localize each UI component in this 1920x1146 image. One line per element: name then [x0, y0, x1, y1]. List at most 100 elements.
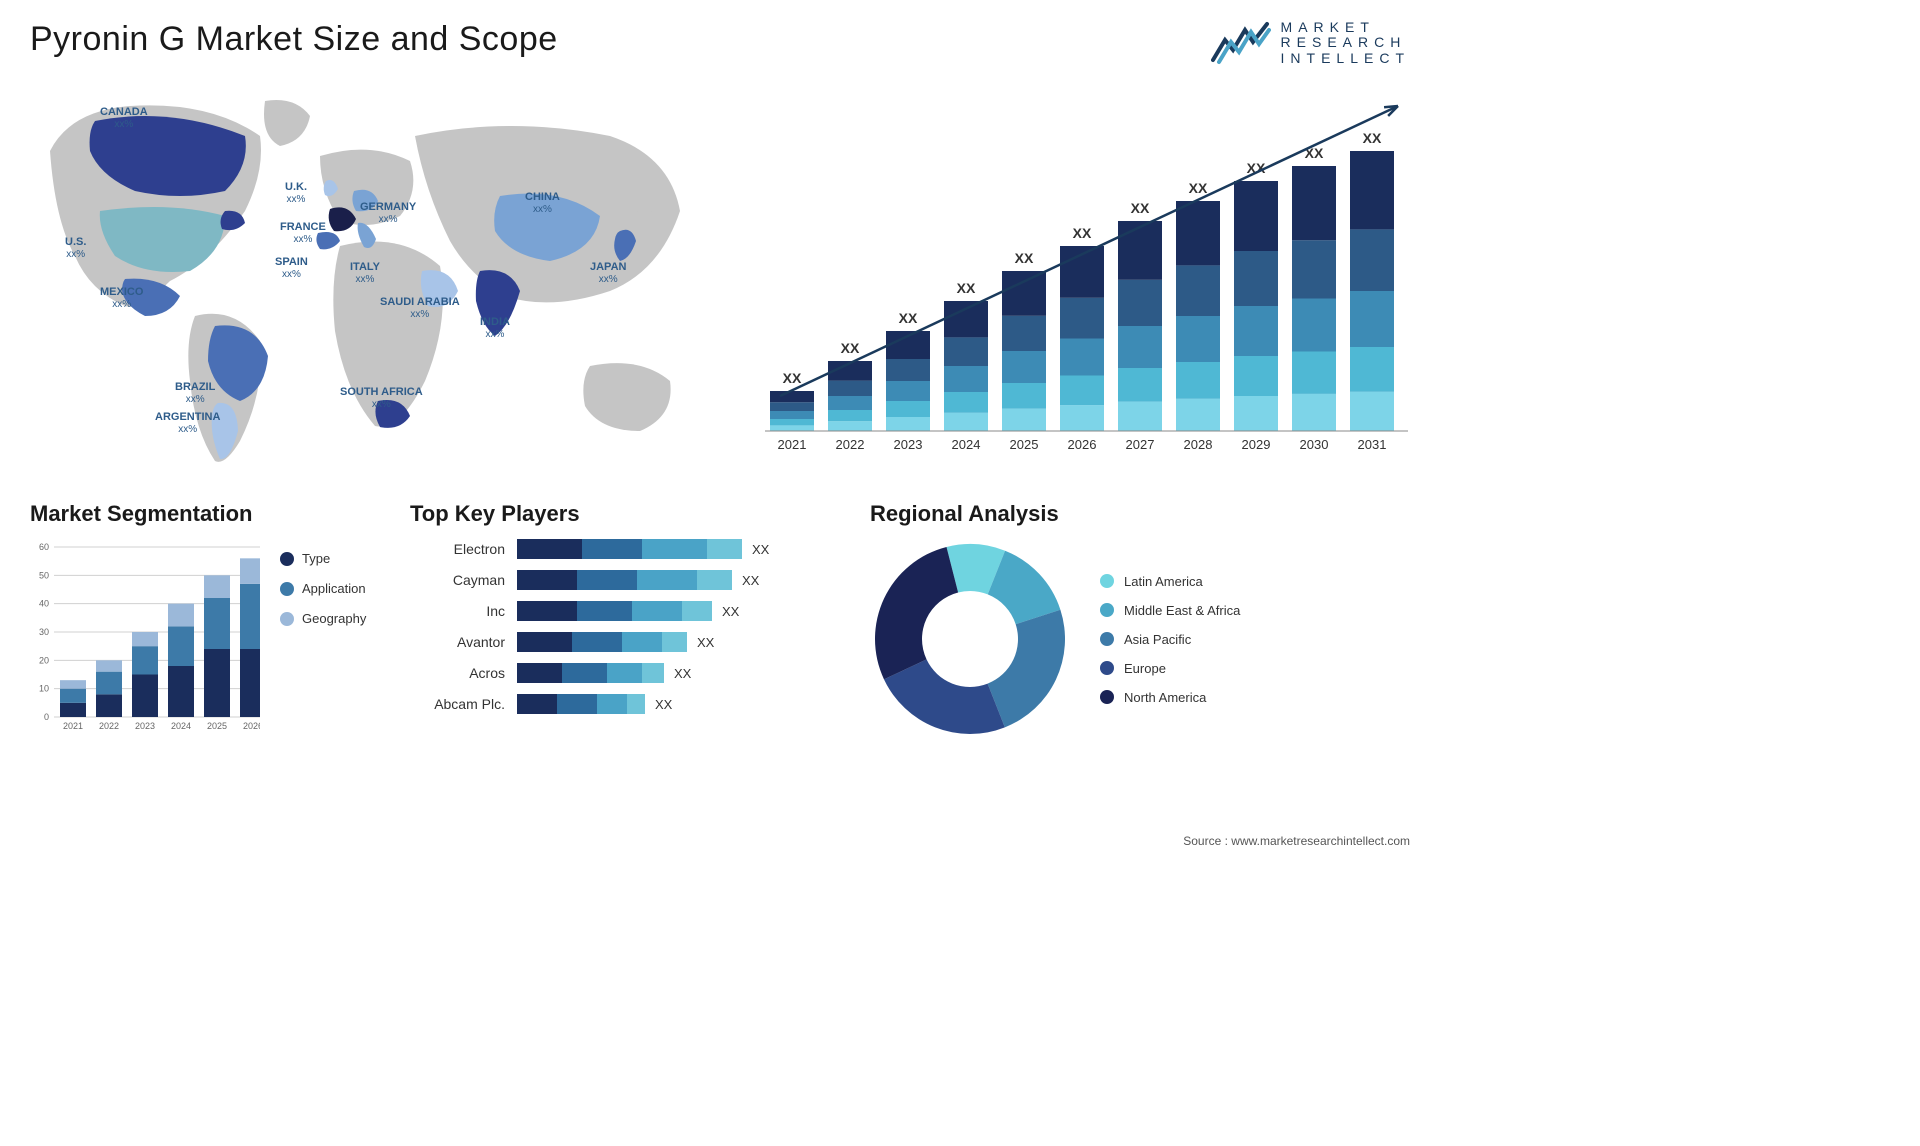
player-label: Abcam Plc. [410, 696, 505, 716]
player-label: Avantor [410, 634, 505, 654]
svg-text:60: 60 [39, 542, 49, 552]
svg-text:XX: XX [1131, 200, 1150, 216]
svg-text:2025: 2025 [207, 721, 227, 731]
svg-text:XX: XX [899, 310, 918, 326]
regional-legend-item: North America [1100, 690, 1240, 705]
player-label: Electron [410, 541, 505, 561]
player-bar-row: XX [517, 632, 840, 652]
player-bar-row: XX [517, 570, 840, 590]
player-label: Acros [410, 665, 505, 685]
player-bar [517, 632, 687, 652]
player-label: Cayman [410, 572, 505, 592]
legend-swatch [1100, 603, 1114, 617]
player-bar-segment [607, 663, 642, 683]
regional-title: Regional Analysis [870, 501, 1410, 527]
seg-legend-geography: Geography [280, 611, 366, 626]
regional-panel: Regional Analysis Latin America Middle Ea… [870, 501, 1410, 739]
svg-text:2023: 2023 [894, 437, 923, 452]
player-label: Inc [410, 603, 505, 623]
player-bar-segment [577, 601, 632, 621]
player-bar [517, 570, 732, 590]
player-bar-segment [517, 694, 557, 714]
player-bar [517, 663, 664, 683]
regional-legend-item: Latin America [1100, 574, 1240, 589]
regional-legend-item: Europe [1100, 661, 1240, 676]
legend-label: Middle East & Africa [1124, 603, 1240, 618]
player-value: XX [674, 666, 691, 681]
svg-text:40: 40 [39, 599, 49, 609]
map-label-india: INDIAxx% [480, 316, 510, 341]
players-labels: Electron Cayman Inc Avantor Acros Abcam Plc. [410, 539, 505, 716]
svg-text:2021: 2021 [63, 721, 83, 731]
legend-swatch [280, 612, 294, 626]
key-players-title: Top Key Players [410, 501, 840, 527]
player-bar [517, 694, 645, 714]
map-label-france: FRANCExx% [280, 221, 326, 246]
player-bar-row: XX [517, 663, 840, 683]
svg-text:2023: 2023 [135, 721, 155, 731]
svg-text:10: 10 [39, 684, 49, 694]
svg-text:2022: 2022 [99, 721, 119, 731]
segmentation-panel: Market Segmentation 01020304050602021202… [30, 501, 380, 739]
map-label-saudi-arabia: SAUDI ARABIAxx% [380, 296, 460, 321]
player-bar-segment [517, 632, 572, 652]
svg-text:2028: 2028 [1184, 437, 1213, 452]
svg-text:2031: 2031 [1358, 437, 1387, 452]
svg-text:XX: XX [841, 340, 860, 356]
svg-text:XX: XX [783, 370, 802, 386]
key-players-panel: Top Key Players Electron Cayman Inc Avantor… [410, 501, 840, 739]
player-value: XX [697, 635, 714, 650]
player-bar [517, 539, 742, 559]
legend-label: North America [1124, 690, 1206, 705]
svg-text:0: 0 [44, 712, 49, 722]
map-label-brazil: BRAZILxx% [175, 381, 215, 406]
svg-text:30: 30 [39, 627, 49, 637]
player-bar-segment [517, 539, 582, 559]
player-bar-segment [682, 601, 712, 621]
svg-text:2030: 2030 [1300, 437, 1329, 452]
map-label-china: CHINAxx% [525, 191, 560, 216]
player-value: XX [722, 604, 739, 619]
svg-text:2024: 2024 [952, 437, 981, 452]
player-bar-segment [557, 694, 597, 714]
world-map-panel: CANADAxx%U.S.xx%MEXICOxx%BRAZILxx%ARGENT… [30, 81, 710, 471]
svg-text:2029: 2029 [1242, 437, 1271, 452]
source-attribution: Source : www.marketresearchintellect.com [1183, 834, 1410, 848]
player-bar-segment [697, 570, 732, 590]
player-bar-segment [642, 663, 664, 683]
legend-swatch [1100, 661, 1114, 675]
player-bar-segment [627, 694, 645, 714]
map-label-canada: CANADAxx% [100, 106, 148, 131]
player-value: XX [655, 697, 672, 712]
map-label-u-s-: U.S.xx% [65, 236, 86, 261]
legend-swatch [1100, 574, 1114, 588]
svg-text:2026: 2026 [1068, 437, 1097, 452]
player-bar-segment [707, 539, 742, 559]
legend-label: Asia Pacific [1124, 632, 1191, 647]
svg-text:2021: 2021 [778, 437, 807, 452]
logo-text: MARKET RESEARCH INTELLECT [1281, 20, 1410, 66]
svg-text:2025: 2025 [1010, 437, 1039, 452]
growth-chart-svg: XX2021XX2022XX2023XX2024XX2025XX2026XX20… [750, 81, 1410, 471]
legend-label: Latin America [1124, 574, 1203, 589]
svg-text:2024: 2024 [171, 721, 191, 731]
segmentation-chart: 0102030405060202120222023202420252026 [30, 539, 260, 739]
legend-label: Geography [302, 611, 366, 626]
map-label-mexico: MEXICOxx% [100, 286, 143, 311]
player-bar-segment [517, 570, 577, 590]
map-label-germany: GERMANYxx% [360, 201, 416, 226]
player-bar-row: XX [517, 601, 840, 621]
player-bar-segment [622, 632, 662, 652]
svg-text:XX: XX [957, 280, 976, 296]
map-label-japan: JAPANxx% [590, 261, 626, 286]
logo-icon [1211, 20, 1271, 66]
svg-text:2026: 2026 [243, 721, 260, 731]
player-bar [517, 601, 712, 621]
player-value: XX [742, 573, 759, 588]
svg-text:XX: XX [1189, 180, 1208, 196]
map-label-italy: ITALYxx% [350, 261, 380, 286]
player-bar-segment [577, 570, 637, 590]
players-bars: XX XX XX XX XX XX [517, 539, 840, 716]
player-bar-row: XX [517, 539, 840, 559]
player-bar-segment [562, 663, 607, 683]
